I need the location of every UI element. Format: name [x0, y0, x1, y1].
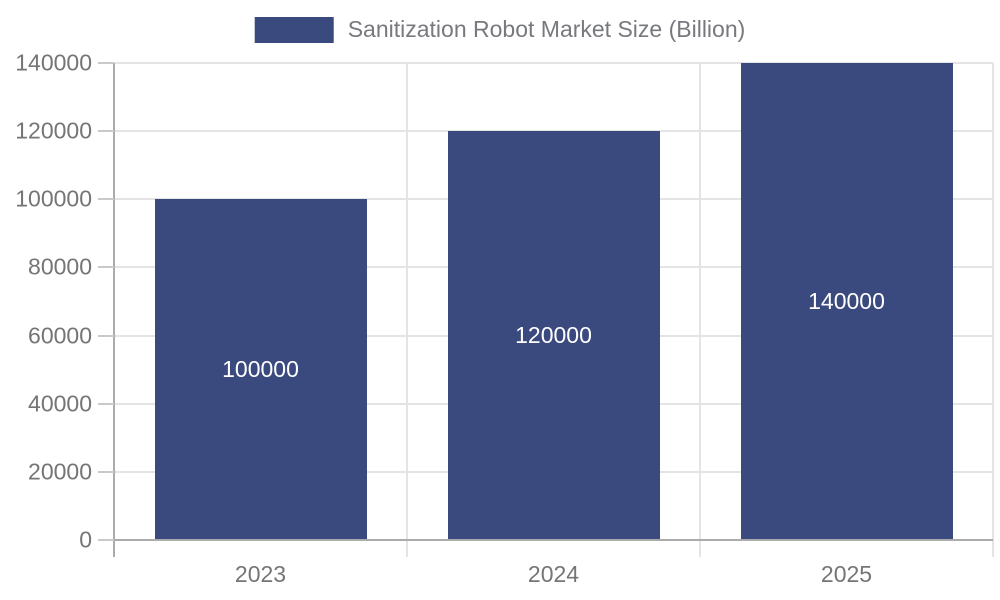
y-tick-label-120000: 120000: [15, 117, 92, 144]
y-axis-line: [113, 63, 115, 557]
y-tick-20000: [98, 470, 114, 473]
y-tick-120000: [98, 130, 114, 133]
y-tick-label-80000: 80000: [28, 253, 92, 280]
legend[interactable]: Sanitization Robot Market Size (Billion): [254, 16, 746, 43]
y-tick-140000: [98, 62, 114, 64]
bar-2025: 140000: [740, 63, 953, 540]
gridline-x-1: [406, 63, 408, 557]
x-tick-label-2024: 2024: [527, 561, 580, 587]
y-tick-label-20000: 20000: [28, 458, 92, 485]
plot-area: 100000 120000 140000: [114, 62, 994, 557]
y-tick-80000: [98, 266, 114, 269]
y-tick-label-0: 0: [79, 526, 92, 553]
y-tick-label-60000: 60000: [28, 322, 92, 349]
x-tick-label-2023: 2023: [234, 561, 287, 587]
bar-value-label: 100000: [222, 356, 299, 383]
bar-2023: 100000: [154, 199, 367, 540]
y-tick-0: [98, 539, 114, 541]
legend-label: Sanitization Robot Market Size (Billion): [347, 16, 746, 42]
legend-swatch: [254, 16, 334, 43]
bar-2024: 120000: [447, 131, 660, 540]
y-tick-label-140000: 140000: [15, 49, 92, 76]
y-tick-40000: [98, 402, 114, 405]
y-tick-100000: [98, 198, 114, 201]
y-tick-60000: [98, 334, 114, 337]
x-axis-line: [98, 539, 993, 541]
gridline-x-2: [699, 63, 701, 557]
gridline-x-3: [992, 63, 994, 557]
bar-value-label: 120000: [515, 322, 592, 349]
bar-value-label: 140000: [808, 288, 885, 314]
gridline-y-140000: [114, 62, 993, 64]
y-tick-label-40000: 40000: [28, 390, 92, 417]
gridline-y-120000: [114, 130, 993, 133]
y-tick-label-100000: 100000: [15, 185, 92, 212]
x-tick-label-2025: 2025: [820, 561, 873, 587]
